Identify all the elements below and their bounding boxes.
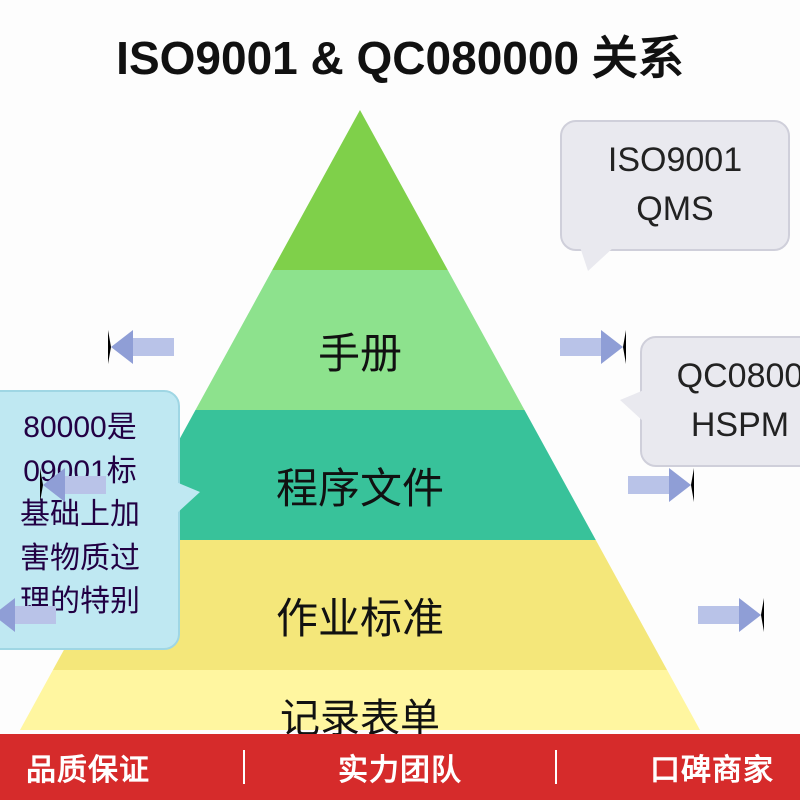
arrow-right-0 bbox=[560, 330, 626, 364]
footer-item-1: 实力团队 bbox=[338, 745, 462, 789]
arrow-left-head-1 bbox=[40, 468, 65, 502]
callout-top_right-line-0: ISO9001 bbox=[580, 136, 770, 185]
callout-top_right-tail bbox=[580, 247, 614, 271]
footer-separator-2 bbox=[555, 750, 557, 784]
diagram-title: ISO9001 & QC080000 关系 bbox=[0, 22, 800, 88]
callout-top_right-line-1: QMS bbox=[580, 185, 770, 234]
callout-mid_right-line-1: HSPM bbox=[660, 401, 800, 450]
callout-left-tail bbox=[176, 482, 200, 514]
arrow-right-2 bbox=[698, 598, 764, 632]
arrow-left-1 bbox=[40, 468, 106, 502]
footer-item-0: 品质保证 bbox=[26, 745, 150, 789]
callout-top_right: ISO9001QMS bbox=[560, 120, 790, 251]
callout-mid_right: QC0800HSPM bbox=[640, 336, 800, 467]
callout-mid_right-tail bbox=[620, 390, 644, 422]
arrow-left-head-2 bbox=[0, 598, 15, 632]
arrow-left-head-0 bbox=[108, 330, 133, 364]
footer-item-2: 口碑商家 bbox=[650, 745, 774, 789]
arrow-right-head-0 bbox=[601, 330, 626, 364]
arrow-left-0 bbox=[108, 330, 174, 364]
callout-left-line-3: 害物质过 bbox=[0, 537, 160, 581]
footer-bar: 品质保证 实力团队 口碑商家 bbox=[0, 734, 800, 800]
arrow-right-head-2 bbox=[739, 598, 764, 632]
pyramid-band-0 bbox=[272, 110, 447, 270]
callout-left-line-0: 80000是 bbox=[0, 406, 160, 450]
arrow-right-head-1 bbox=[669, 468, 694, 502]
arrow-right-1 bbox=[628, 468, 694, 502]
footer-separator-1 bbox=[243, 750, 245, 784]
arrow-left-2 bbox=[0, 598, 56, 632]
callout-mid_right-line-0: QC0800 bbox=[660, 352, 800, 401]
